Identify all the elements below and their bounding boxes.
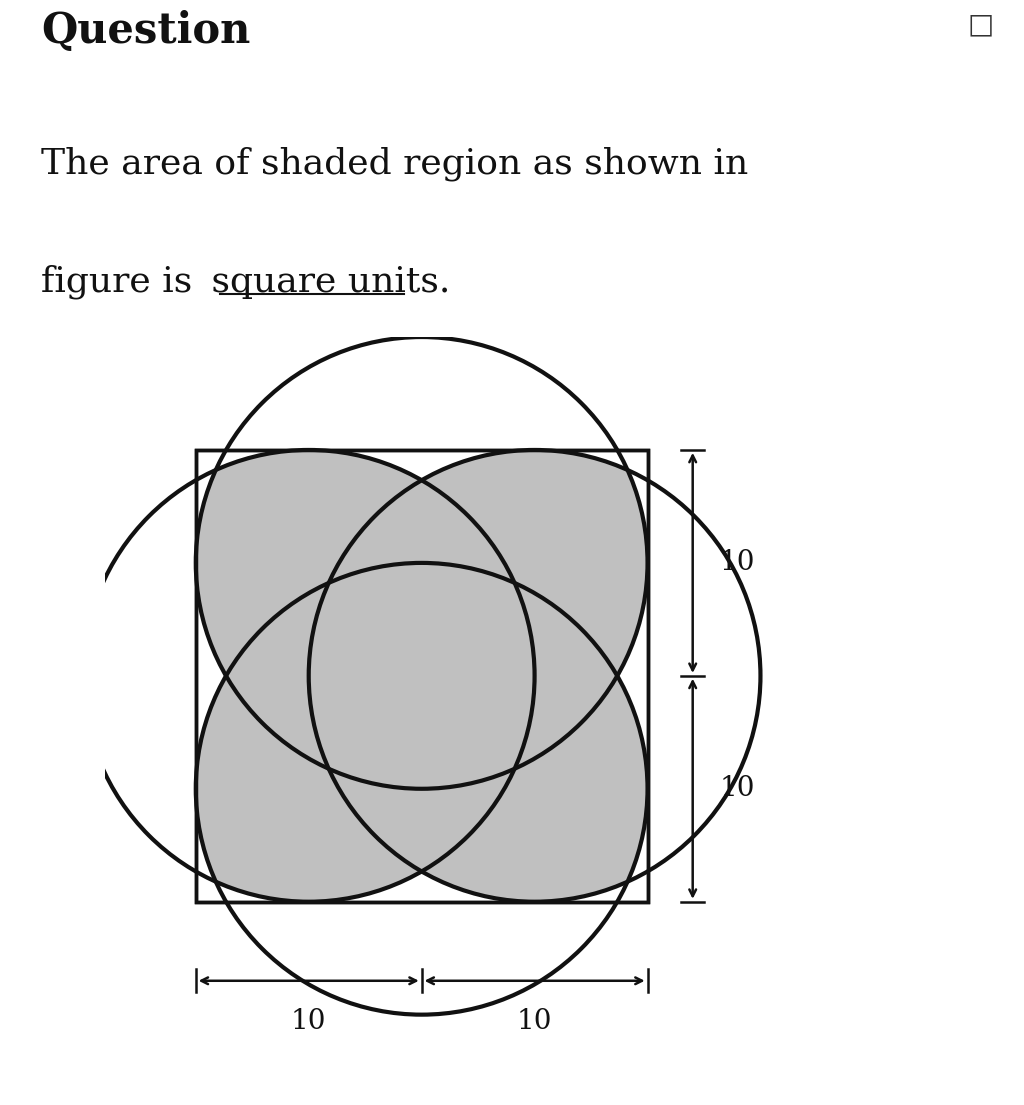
Text: □: □ [967,10,993,39]
Text: 10: 10 [517,1008,552,1035]
Text: 10: 10 [720,549,756,577]
Bar [196,450,647,902]
Text: 10: 10 [720,776,756,802]
Polygon shape [196,562,535,902]
Text: figure is: figure is [41,264,204,299]
Polygon shape [196,450,535,789]
Polygon shape [308,562,647,902]
Text: Question: Question [41,10,250,52]
Bar [196,450,647,902]
Polygon shape [308,450,647,789]
Text: The area of shaded region as shown in: The area of shaded region as shown in [41,146,749,181]
Text: 10: 10 [291,1008,327,1035]
Text: square units.: square units. [200,264,451,298]
